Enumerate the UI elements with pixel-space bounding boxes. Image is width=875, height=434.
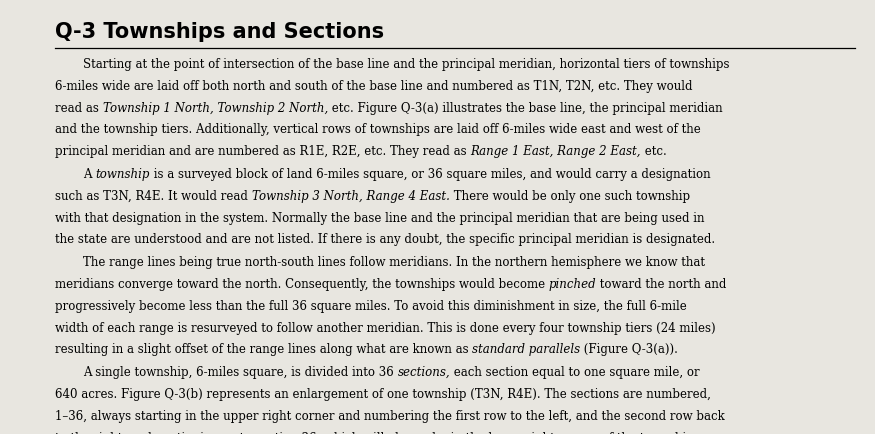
Text: township: township — [95, 168, 150, 181]
Text: width of each range is resurveyed to follow another meridian. This is done every: width of each range is resurveyed to fol… — [55, 322, 716, 335]
Text: 6-miles wide are laid off both north and south of the base line and numbered as : 6-miles wide are laid off both north and… — [55, 80, 692, 93]
Text: Township 1 North, Township 2 North,: Township 1 North, Township 2 North, — [102, 102, 328, 115]
Text: A: A — [83, 168, 95, 181]
Text: Range 1 East, Range 2 East,: Range 1 East, Range 2 East, — [471, 145, 640, 158]
Text: etc.: etc. — [640, 145, 667, 158]
Text: is a surveyed block of land 6-miles square, or 36 square miles, and would carry : is a surveyed block of land 6-miles squa… — [150, 168, 710, 181]
Text: (Figure Q-3(a)).: (Figure Q-3(a)). — [580, 343, 678, 356]
Text: each section equal to one square mile, or: each section equal to one square mile, o… — [450, 366, 700, 379]
Text: There would be only one such township: There would be only one such township — [450, 190, 690, 203]
Text: read as: read as — [55, 102, 102, 115]
Text: Township 3 North, Range 4 East.: Township 3 North, Range 4 East. — [252, 190, 450, 203]
Text: etc. Figure Q-3(a) illustrates the base line, the principal meridian: etc. Figure Q-3(a) illustrates the base … — [328, 102, 723, 115]
Text: pinched: pinched — [549, 278, 597, 291]
Text: standard parallels: standard parallels — [473, 343, 580, 356]
Text: such as T3N, R4E. It would read: such as T3N, R4E. It would read — [55, 190, 252, 203]
Text: the state are understood and are not listed. If there is any doubt, the specific: the state are understood and are not lis… — [55, 233, 715, 247]
Text: Starting at the point of intersection of the base line and the principal meridia: Starting at the point of intersection of… — [83, 58, 730, 71]
Text: with that designation in the system. Normally the base line and the principal me: with that designation in the system. Nor… — [55, 212, 704, 225]
Text: principal meridian and are numbered as R1E, R2E, etc. They read as: principal meridian and are numbered as R… — [55, 145, 471, 158]
Text: A single township, 6-miles square, is divided into 36: A single township, 6-miles square, is di… — [83, 366, 397, 379]
Text: Q-3 Townships and Sections: Q-3 Townships and Sections — [55, 22, 384, 42]
Text: progressively become less than the full 36 square miles. To avoid this diminishm: progressively become less than the full … — [55, 300, 687, 313]
Text: sections,: sections, — [397, 366, 450, 379]
Text: and the township tiers. Additionally, vertical rows of townships are laid off 6-: and the township tiers. Additionally, ve… — [55, 123, 701, 136]
Text: resulting in a slight offset of the range lines along what are known as: resulting in a slight offset of the rang… — [55, 343, 473, 356]
Text: to the right, and continuing so to section 36, which will always be in the lower: to the right, and continuing so to secti… — [55, 431, 697, 434]
Text: 1–36, always starting in the upper right corner and numbering the first row to t: 1–36, always starting in the upper right… — [55, 410, 724, 423]
Text: The range lines being true north-south lines follow meridians. In the northern h: The range lines being true north-south l… — [83, 256, 705, 269]
Text: meridians converge toward the north. Consequently, the townships would become: meridians converge toward the north. Con… — [55, 278, 549, 291]
Text: 640 acres. Figure Q-3(b) represents an enlargement of one township (T3N, R4E). T: 640 acres. Figure Q-3(b) represents an e… — [55, 388, 711, 401]
Text: toward the north and: toward the north and — [597, 278, 727, 291]
